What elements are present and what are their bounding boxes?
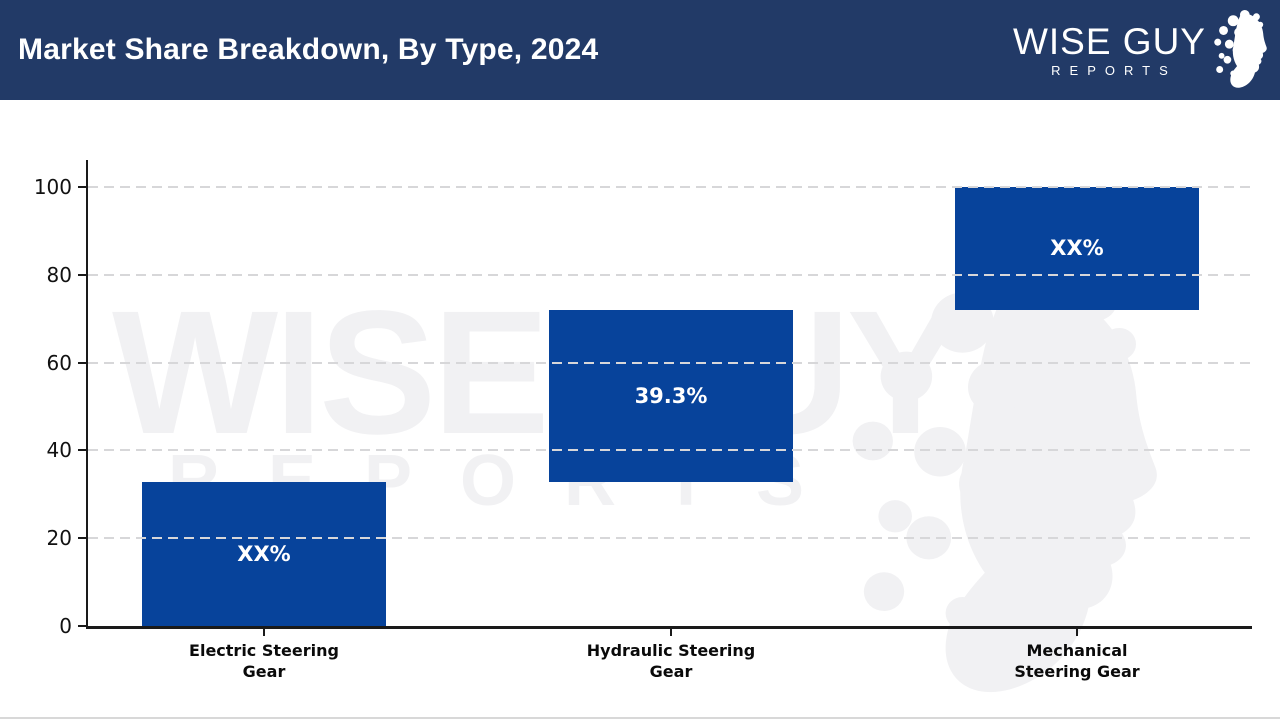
- face-profile-dots-icon: [1214, 9, 1267, 88]
- y-axis-tick: [78, 185, 86, 188]
- header: Market Share Breakdown, By Type, 2024 WI…: [0, 0, 1280, 100]
- y-axis-tick-label: 100: [33, 174, 72, 199]
- y-axis-tick: [78, 537, 86, 540]
- y-axis-line: [86, 160, 88, 629]
- gridline-20: [88, 537, 1251, 540]
- y-axis-tick-label: 80: [46, 262, 72, 287]
- gridline-40: [88, 449, 1251, 452]
- wise-guy-reports-logo: WISE GUY REPORTS: [1013, 9, 1268, 91]
- y-axis-tick: [78, 273, 86, 276]
- y-axis-tick: [78, 361, 86, 364]
- gridline-80: [88, 273, 1251, 276]
- category-label: Mechanical Steering Gear: [1014, 641, 1140, 681]
- x-axis-line: [86, 626, 1252, 629]
- x-axis-tick: [670, 629, 672, 636]
- y-axis-tick-label: 60: [46, 350, 72, 375]
- y-axis-tick: [78, 625, 86, 627]
- y-axis-tick-label: 20: [46, 526, 72, 551]
- gridline-100: [88, 185, 1251, 188]
- bar-segment: [549, 309, 793, 483]
- bar-value-label: XX%: [237, 542, 291, 567]
- bar-value-label: 39.3%: [634, 384, 708, 409]
- y-axis-tick-label: 0: [59, 614, 72, 638]
- logo-subtext: REPORTS: [1051, 62, 1177, 78]
- category-label: Hydraulic Steering Gear: [586, 641, 756, 681]
- x-axis-tick: [1076, 629, 1078, 636]
- bottom-divider: [0, 717, 1280, 719]
- bar-value-label: XX%: [1050, 236, 1104, 261]
- category-label: Electric Steering Gear: [189, 641, 339, 681]
- x-axis-tick: [263, 629, 265, 636]
- logo-wordmark: WISE GUY: [1012, 20, 1206, 62]
- gridline-60: [88, 361, 1251, 364]
- page-title: Market Share Breakdown, By Type, 2024: [18, 33, 599, 66]
- y-axis-tick: [78, 449, 86, 452]
- bar-segment: [142, 482, 386, 626]
- y-axis-tick-label: 40: [46, 438, 72, 463]
